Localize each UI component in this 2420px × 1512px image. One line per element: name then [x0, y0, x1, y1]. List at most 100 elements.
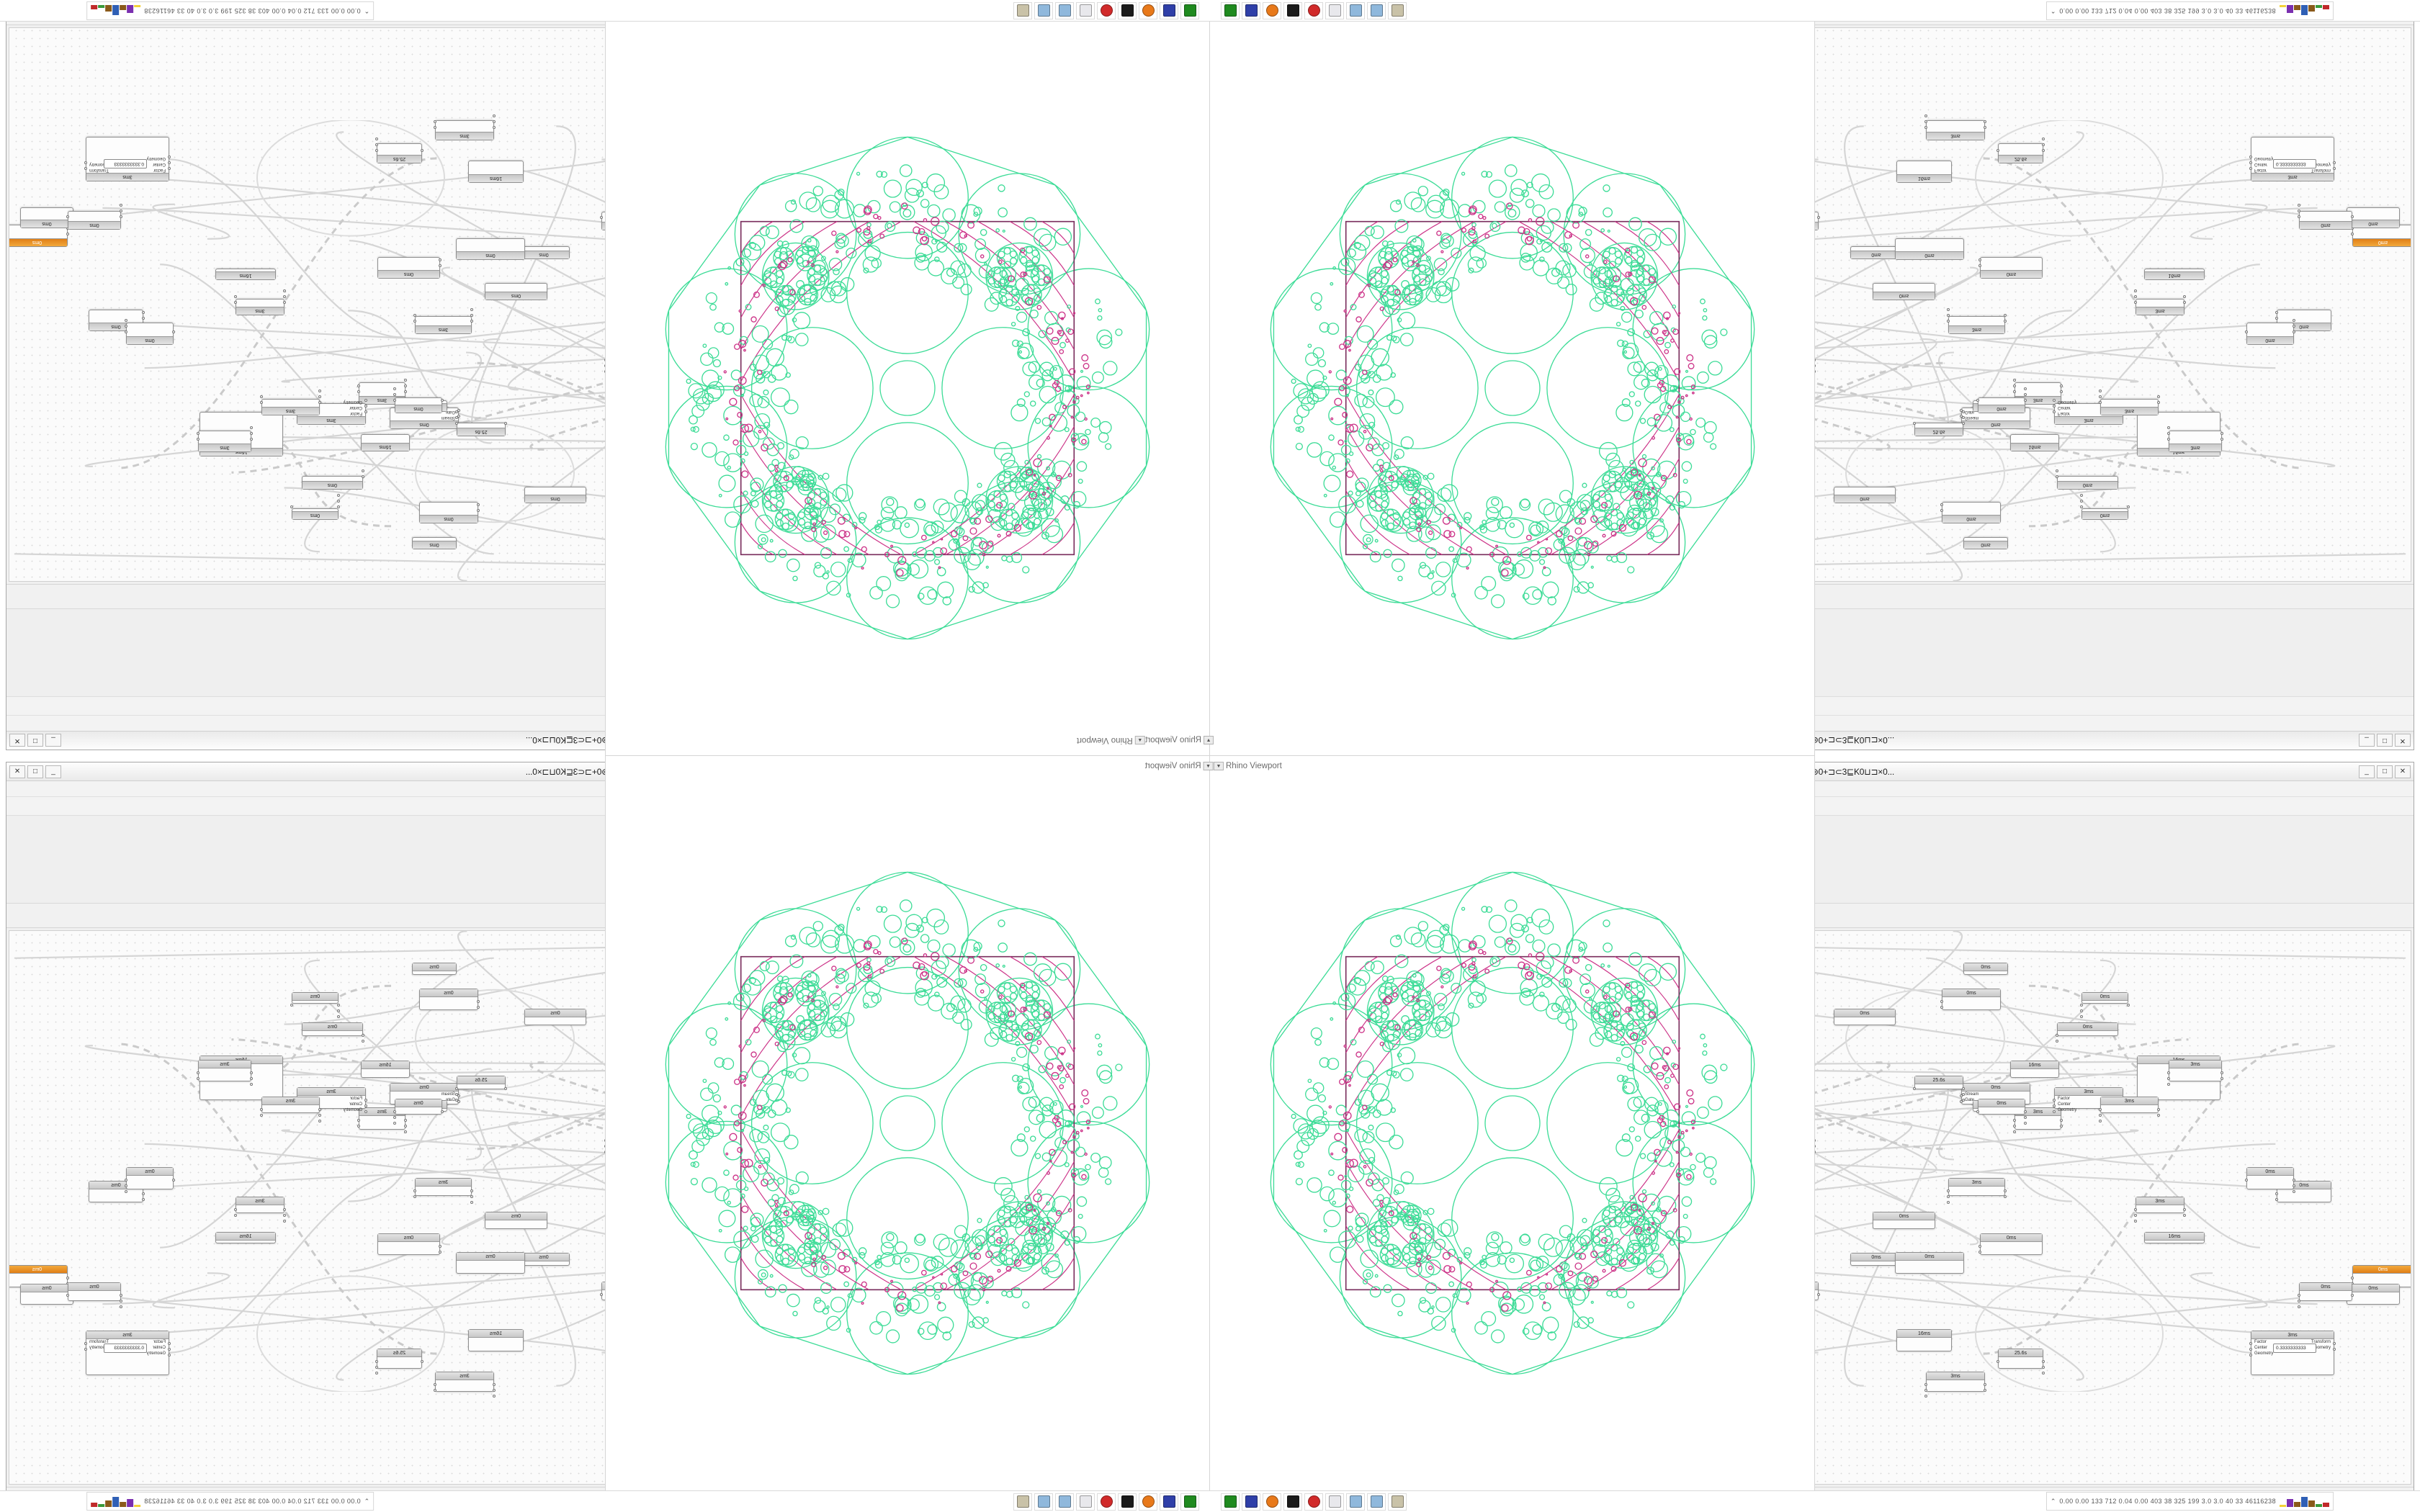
input-pin[interactable] [337, 1015, 340, 1018]
gh-component[interactable]: 0ms [485, 283, 547, 300]
input-pin[interactable] [337, 494, 340, 497]
close-button[interactable]: ✕ [9, 765, 25, 778]
output-pin[interactable] [375, 1360, 378, 1363]
output-pin[interactable] [357, 390, 360, 393]
input-pin[interactable] [1947, 1201, 1950, 1204]
input-pin[interactable] [1924, 1383, 1927, 1386]
output-pin[interactable] [2293, 330, 2295, 333]
gh-component[interactable]: 0ms [290, 494, 340, 520]
input-pin[interactable] [470, 308, 473, 311]
input-pin[interactable] [441, 399, 444, 402]
input-pin[interactable] [493, 120, 496, 123]
maximize-button[interactable]: □ [2377, 765, 2393, 778]
input-pin[interactable] [142, 1198, 145, 1201]
gh-component[interactable]: 0ms [419, 989, 480, 1010]
input-pin[interactable] [283, 1214, 286, 1217]
input-pin[interactable] [470, 1201, 473, 1204]
system-tray-top-right[interactable]: ⌃ 0.00 0.00 133 712 0.04 0.00 403 38 325 … [2045, 1, 2334, 20]
input-pin[interactable] [168, 161, 171, 164]
input-pin[interactable] [493, 1389, 496, 1392]
output-pin[interactable] [375, 1366, 378, 1369]
output-pin[interactable] [2293, 1184, 2295, 1187]
input-pin[interactable] [2249, 156, 2252, 158]
taskbar-doc-blue-icon[interactable] [1346, 1, 1365, 19]
output-pin[interactable] [455, 422, 458, 425]
output-pin[interactable] [2024, 399, 2027, 402]
input-pin[interactable] [421, 149, 424, 152]
gh-component[interactable]: 25.6s [375, 138, 424, 163]
input-pin[interactable] [142, 311, 145, 314]
input-pin[interactable] [364, 405, 367, 408]
gh-component[interactable]: 25.6s [375, 1349, 424, 1374]
output-pin[interactable] [375, 143, 378, 146]
gh-component[interactable]: 0ms [2275, 1181, 2331, 1202]
gh-component[interactable]: 0ms [518, 246, 570, 259]
input-pin[interactable] [2056, 1034, 2058, 1037]
input-pin[interactable] [470, 1195, 473, 1198]
gh-component[interactable]: 3ms [413, 308, 473, 334]
input-pin[interactable] [2013, 379, 2016, 382]
maximize-button[interactable]: □ [2377, 734, 2393, 747]
input-pin[interactable] [439, 264, 442, 267]
input-pin[interactable] [2013, 1130, 2016, 1133]
input-pin[interactable] [504, 422, 507, 425]
input-pin[interactable] [470, 314, 473, 317]
taskbar-mountain-icon[interactable] [1118, 1, 1137, 19]
input-pin[interactable] [1913, 1087, 1916, 1090]
gh-component[interactable]: 0ms [377, 257, 442, 279]
input-pin[interactable] [2245, 1179, 2248, 1182]
gh-component[interactable]: 25.6s [1913, 410, 1965, 436]
gh-component[interactable]: 0ms [1963, 537, 2008, 549]
gh-component[interactable]: 3ms [2134, 289, 2186, 315]
input-pin[interactable] [2056, 469, 2058, 472]
output-pin[interactable] [2333, 1342, 2336, 1345]
close-button[interactable]: ✕ [2395, 765, 2411, 778]
output-pin[interactable] [2157, 1114, 2160, 1117]
taskbar-calc-icon[interactable] [1076, 1, 1095, 19]
input-pin[interactable] [493, 1383, 496, 1386]
input-pin[interactable] [318, 1108, 321, 1111]
gh-component[interactable]: 3ms [2099, 1097, 2160, 1122]
gh-component[interactable]: 3ms [2167, 426, 2223, 452]
gh-component[interactable]: 0ms [412, 963, 457, 975]
gh-component[interactable]: 0ms [485, 1212, 547, 1229]
input-pin[interactable] [1940, 1006, 1943, 1009]
output-pin[interactable] [393, 393, 396, 396]
gh-component[interactable]: 3ms [260, 1097, 321, 1122]
gh-component[interactable]: 0ms [1976, 1099, 2027, 1125]
output-pin[interactable] [455, 1099, 458, 1102]
gh-component[interactable]: 25.6s [455, 410, 507, 436]
output-pin[interactable] [413, 1189, 416, 1192]
gh-component[interactable]: 0ms [1850, 1253, 1902, 1266]
gh-component[interactable]: 0ms [2298, 204, 2354, 230]
taskbar-doc-blue2-icon[interactable] [1055, 1493, 1074, 1511]
input-pin[interactable] [120, 1294, 122, 1297]
input-pin[interactable] [66, 1277, 69, 1279]
input-pin[interactable] [337, 1004, 340, 1007]
input-pin[interactable] [1940, 503, 1943, 506]
input-pin[interactable] [1996, 1360, 1999, 1363]
input-pin[interactable] [1924, 1395, 1927, 1398]
output-pin[interactable] [1984, 126, 1986, 129]
input-pin[interactable] [2056, 475, 2058, 478]
input-pin[interactable] [2167, 432, 2170, 435]
input-pin[interactable] [2249, 167, 2252, 170]
taskbar-doc-blue2-icon[interactable] [1367, 1493, 1386, 1511]
output-pin[interactable] [1817, 216, 1820, 219]
input-pin[interactable] [2080, 505, 2083, 508]
input-pin[interactable] [250, 426, 253, 429]
taskbar-firefox-icon[interactable] [1139, 1493, 1157, 1511]
gh-component[interactable]: 3ms [1947, 308, 2007, 334]
gh-component[interactable]: 16ms [468, 161, 524, 183]
input-pin[interactable] [1924, 1389, 1927, 1392]
input-pin[interactable] [364, 399, 367, 402]
output-pin[interactable] [125, 330, 127, 333]
output-pin[interactable] [260, 1114, 263, 1117]
gh-component[interactable]: 0ms [412, 537, 457, 549]
output-pin[interactable] [1984, 1389, 1986, 1392]
taskbar-red-seal-icon[interactable] [1097, 1, 1116, 19]
output-pin[interactable] [2351, 215, 2354, 218]
rhino-viewport-bottom-right[interactable] [1211, 757, 1814, 1490]
input-pin[interactable] [470, 320, 473, 323]
gh-component[interactable]: 0ms [2245, 319, 2295, 345]
